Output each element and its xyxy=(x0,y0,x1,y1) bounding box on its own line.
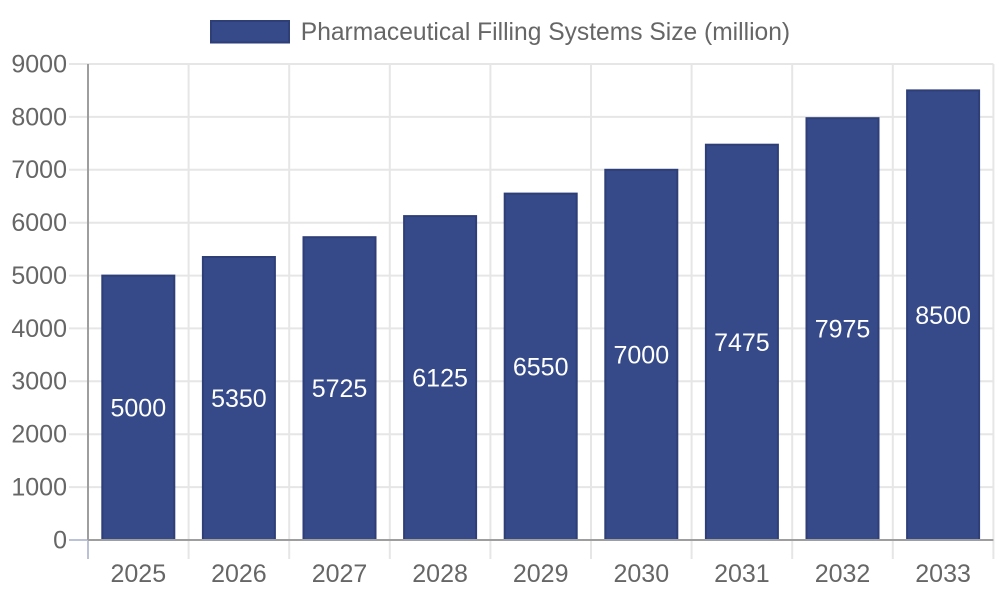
svg-text:4000: 4000 xyxy=(11,315,67,343)
svg-text:2029: 2029 xyxy=(513,560,569,588)
svg-text:2027: 2027 xyxy=(312,560,368,588)
svg-text:Pharmaceutical Filling Systems: Pharmaceutical Filling Systems Size (mil… xyxy=(301,19,790,46)
svg-text:9000: 9000 xyxy=(11,50,67,78)
svg-text:2028: 2028 xyxy=(412,560,468,588)
svg-text:0: 0 xyxy=(53,526,67,554)
svg-text:6550: 6550 xyxy=(513,353,569,381)
svg-text:7000: 7000 xyxy=(11,156,67,184)
svg-text:5350: 5350 xyxy=(211,385,267,413)
svg-text:8000: 8000 xyxy=(11,103,67,131)
svg-text:5725: 5725 xyxy=(312,375,368,403)
svg-text:2033: 2033 xyxy=(915,560,971,588)
svg-text:8500: 8500 xyxy=(915,302,971,330)
svg-text:2000: 2000 xyxy=(11,421,67,449)
svg-text:2025: 2025 xyxy=(110,560,166,588)
svg-text:1000: 1000 xyxy=(11,474,67,502)
svg-text:7000: 7000 xyxy=(613,341,669,369)
svg-text:2032: 2032 xyxy=(815,560,871,588)
svg-text:5000: 5000 xyxy=(110,394,166,422)
svg-text:3000: 3000 xyxy=(11,368,67,396)
svg-text:6000: 6000 xyxy=(11,209,67,237)
svg-text:5000: 5000 xyxy=(11,262,67,290)
svg-text:2026: 2026 xyxy=(211,560,267,588)
svg-text:2031: 2031 xyxy=(714,560,770,588)
svg-text:6125: 6125 xyxy=(412,365,468,393)
svg-text:7475: 7475 xyxy=(714,329,770,357)
svg-text:2030: 2030 xyxy=(613,560,669,588)
svg-text:7975: 7975 xyxy=(815,316,871,344)
